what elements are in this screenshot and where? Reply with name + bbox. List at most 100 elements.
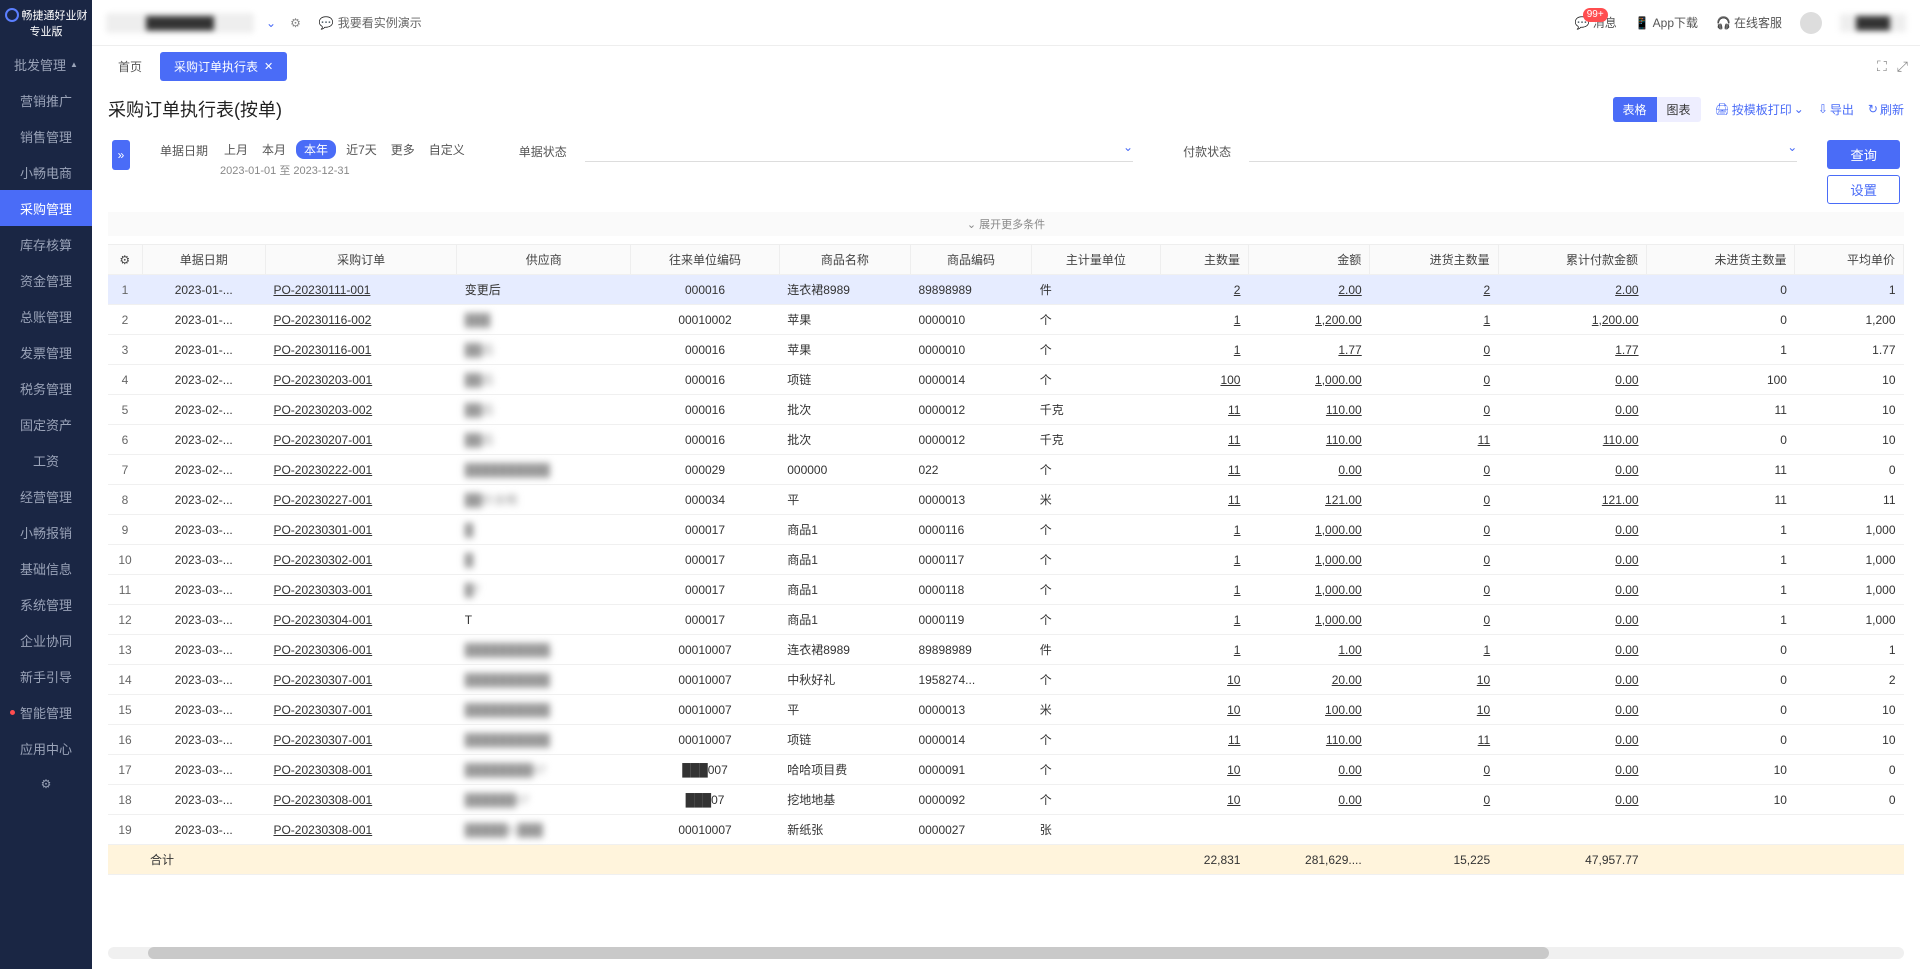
table-row[interactable]: 102023-03-...PO-20230302-001█000017商品100… [108,545,1904,575]
view-chart-button[interactable]: 图表 [1657,97,1701,122]
column-header[interactable]: 未进货主数量 [1647,245,1795,275]
cell-qty[interactable]: 11 [1160,395,1248,425]
org-selector[interactable]: ████████ [106,13,254,33]
date-option[interactable]: 自定义 [425,140,469,159]
online-service-button[interactable]: 🎧在线客服 [1716,14,1782,31]
cell-po-link[interactable]: PO-20230203-001 [265,365,456,395]
cell-paid[interactable]: 0.00 [1498,695,1646,725]
gear-icon[interactable]: ⚙ [290,16,301,30]
app-download-button[interactable]: 📱App下载 [1635,14,1698,31]
view-table-button[interactable]: 表格 [1613,97,1657,122]
column-header[interactable]: 平均单价 [1795,245,1904,275]
cell-paid[interactable]: 0.00 [1498,725,1646,755]
date-option[interactable]: 本月 [258,140,290,159]
cell-qty[interactable]: 11 [1160,485,1248,515]
cell-qty[interactable]: 100 [1160,365,1248,395]
cell-in-qty[interactable]: 0 [1370,515,1498,545]
column-header[interactable]: 主数量 [1160,245,1248,275]
cell-in-qty[interactable]: 11 [1370,725,1498,755]
sidebar-item[interactable]: 经营管理 [0,478,92,514]
cell-po-link[interactable]: PO-20230308-001 [265,755,456,785]
tab-purchase-report[interactable]: 采购订单执行表✕ [160,52,287,81]
expand-filters-button[interactable]: ⌄ 展开更多条件 [108,212,1904,236]
cell-amount[interactable]: 110.00 [1248,395,1369,425]
table-row[interactable]: 52023-02-...PO-20230203-002██后000016批次00… [108,395,1904,425]
sidebar-item[interactable]: 营销推广 [0,82,92,118]
table-row[interactable]: 72023-02-...PO-20230222-001██████████000… [108,455,1904,485]
column-header[interactable]: 金额 [1248,245,1369,275]
cell-qty[interactable]: 10 [1160,665,1248,695]
column-header[interactable]: 累计付款金额 [1498,245,1646,275]
cell-paid[interactable]: 1,200.00 [1498,305,1646,335]
cell-amount[interactable]: 100.00 [1248,695,1369,725]
cell-in-qty[interactable]: 0 [1370,335,1498,365]
status-select[interactable]: ⌄ [585,140,1133,162]
horizontal-scrollbar[interactable] [108,947,1904,959]
cell-paid[interactable]: 0.00 [1498,665,1646,695]
cell-in-qty[interactable] [1370,815,1498,845]
sidebar-item[interactable]: 工资 [0,442,92,478]
table-row[interactable]: 152023-03-...PO-20230307-001██████████00… [108,695,1904,725]
cell-in-qty[interactable]: 0 [1370,785,1498,815]
sidebar-settings-icon[interactable]: ⚙ [0,766,92,802]
cell-qty[interactable]: 11 [1160,425,1248,455]
table-row[interactable]: 32023-01-...PO-20230116-001██后000016苹果00… [108,335,1904,365]
sidebar-item[interactable]: 固定资产 [0,406,92,442]
cell-amount[interactable]: 0.00 [1248,455,1369,485]
cell-po-link[interactable]: PO-20230307-001 [265,695,456,725]
sidebar-item[interactable]: 总账管理 [0,298,92,334]
cell-paid[interactable]: 0.00 [1498,545,1646,575]
table-row[interactable]: 142023-03-...PO-20230307-001██████████00… [108,665,1904,695]
table-row[interactable]: 122023-03-...PO-20230304-001T000017商品100… [108,605,1904,635]
cell-po-link[interactable]: PO-20230227-001 [265,485,456,515]
cell-paid[interactable]: 2.00 [1498,275,1646,305]
cell-paid[interactable]: 1.77 [1498,335,1646,365]
collapse-filter-button[interactable]: » [112,140,130,170]
print-button[interactable]: 🖨 按模板打印 ⌄ [1715,101,1804,118]
cell-amount[interactable]: 20.00 [1248,665,1369,695]
cell-qty[interactable]: 1 [1160,515,1248,545]
cell-in-qty[interactable]: 0 [1370,365,1498,395]
sidebar-item[interactable]: 税务管理 [0,370,92,406]
chevron-down-icon[interactable]: ⌄ [266,16,276,30]
column-header[interactable]: 商品名称 [779,245,910,275]
cell-po-link[interactable]: PO-20230207-001 [265,425,456,455]
cell-qty[interactable]: 10 [1160,755,1248,785]
sidebar-item[interactable]: 资金管理 [0,262,92,298]
cell-qty[interactable]: 10 [1160,785,1248,815]
cell-in-qty[interactable]: 0 [1370,455,1498,485]
cell-paid[interactable]: 121.00 [1498,485,1646,515]
column-header[interactable]: 进货主数量 [1370,245,1498,275]
cell-po-link[interactable]: PO-20230222-001 [265,455,456,485]
cell-qty[interactable]: 1 [1160,575,1248,605]
column-header[interactable]: 商品编码 [910,245,1031,275]
cell-po-link[interactable]: PO-20230302-001 [265,545,456,575]
pay-select[interactable]: ⌄ [1249,140,1797,162]
table-row[interactable]: 62023-02-...PO-20230207-001██后000016批次00… [108,425,1904,455]
demo-link[interactable]: 💬 我要看实例演示 [319,14,422,31]
cell-po-link[interactable]: PO-20230307-001 [265,665,456,695]
cell-in-qty[interactable]: 0 [1370,545,1498,575]
table-row[interactable]: 82023-02-...PO-20230227-001██价含税000034平0… [108,485,1904,515]
messages-button[interactable]: 💬消息99+ [1575,14,1617,31]
cell-po-link[interactable]: PO-20230116-001 [265,335,456,365]
date-option[interactable]: 近7天 [342,140,381,159]
cell-paid[interactable]: 0.00 [1498,455,1646,485]
sidebar-item[interactable]: 小畅报销 [0,514,92,550]
sidebar-item[interactable]: 批发管理 [0,46,92,82]
cell-paid[interactable]: 110.00 [1498,425,1646,455]
table-row[interactable]: 22023-01-...PO-20230116-002███00010002苹果… [108,305,1904,335]
cell-amount[interactable]: 110.00 [1248,725,1369,755]
cell-amount[interactable]: 1,000.00 [1248,515,1369,545]
cell-amount[interactable]: 1.00 [1248,635,1369,665]
sidebar-item[interactable]: 系统管理 [0,586,92,622]
cell-amount[interactable]: 1,000.00 [1248,365,1369,395]
table-row[interactable]: 192023-03-...PO-20230308-001█████0.███00… [108,815,1904,845]
table-row[interactable]: 92023-03-...PO-20230301-001█000017商品1000… [108,515,1904,545]
cell-qty[interactable]: 2 [1160,275,1248,305]
cell-amount[interactable]: 1,000.00 [1248,575,1369,605]
cell-paid[interactable]: 0.00 [1498,575,1646,605]
sidebar-item[interactable]: 智能管理 [0,694,92,730]
cell-qty[interactable]: 1 [1160,335,1248,365]
cell-in-qty[interactable]: 11 [1370,425,1498,455]
